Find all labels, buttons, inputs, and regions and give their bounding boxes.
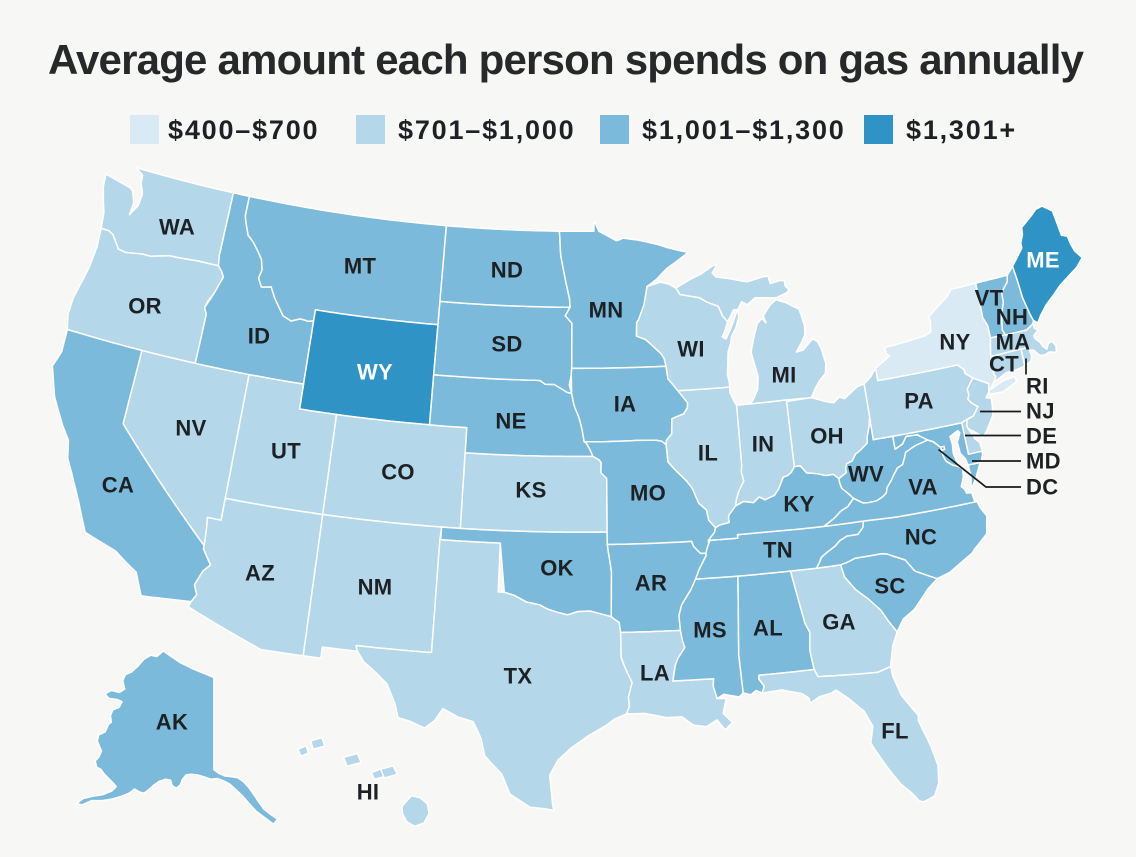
svg-text:AL: AL [753, 616, 783, 641]
svg-text:ID: ID [248, 324, 271, 349]
svg-text:NY: NY [939, 330, 970, 355]
svg-text:MI: MI [771, 363, 796, 388]
svg-text:NC: NC [905, 525, 937, 550]
svg-text:OH: OH [810, 424, 844, 449]
svg-text:WA: WA [159, 215, 195, 240]
svg-text:TN: TN [763, 538, 793, 563]
svg-text:ND: ND [491, 258, 523, 283]
svg-text:AK: AK [156, 710, 188, 735]
svg-text:VT: VT [975, 286, 1004, 311]
svg-text:VA: VA [908, 475, 938, 500]
svg-text:DC: DC [1026, 475, 1058, 500]
svg-text:WI: WI [677, 337, 704, 362]
svg-text:PA: PA [904, 389, 934, 414]
svg-text:WV: WV [848, 462, 884, 487]
svg-text:AR: AR [635, 571, 667, 596]
svg-text:NJ: NJ [1026, 399, 1055, 424]
svg-text:LA: LA [640, 661, 670, 686]
svg-text:DE: DE [1026, 424, 1057, 449]
svg-text:IN: IN [752, 432, 775, 457]
svg-text:KY: KY [783, 492, 814, 517]
svg-text:MN: MN [589, 298, 624, 323]
svg-text:HI: HI [357, 780, 380, 805]
svg-text:NH: NH [996, 305, 1028, 330]
svg-text:AZ: AZ [245, 561, 275, 586]
svg-text:ME: ME [1026, 248, 1060, 273]
svg-text:NV: NV [175, 416, 206, 441]
svg-text:WY: WY [357, 360, 393, 385]
svg-text:NM: NM [358, 575, 393, 600]
svg-text:SD: SD [491, 332, 522, 357]
svg-text:CA: CA [102, 473, 134, 498]
svg-text:MS: MS [693, 618, 727, 643]
svg-text:IL: IL [698, 441, 718, 466]
svg-text:CO: CO [381, 460, 415, 485]
svg-text:IA: IA [614, 392, 637, 417]
svg-text:RI: RI [1026, 374, 1049, 399]
svg-text:KS: KS [515, 478, 546, 503]
svg-text:NE: NE [495, 409, 526, 434]
svg-text:MO: MO [630, 481, 666, 506]
svg-text:OK: OK [540, 556, 574, 581]
svg-text:OR: OR [128, 294, 162, 319]
svg-text:UT: UT [271, 439, 301, 464]
svg-text:GA: GA [822, 610, 856, 635]
svg-text:FL: FL [881, 719, 908, 744]
svg-text:CT: CT [989, 352, 1019, 377]
svg-text:MT: MT [344, 254, 377, 279]
svg-text:MD: MD [1026, 449, 1061, 474]
svg-text:MA: MA [996, 330, 1031, 355]
svg-text:TX: TX [504, 664, 533, 689]
svg-text:SC: SC [874, 574, 905, 599]
